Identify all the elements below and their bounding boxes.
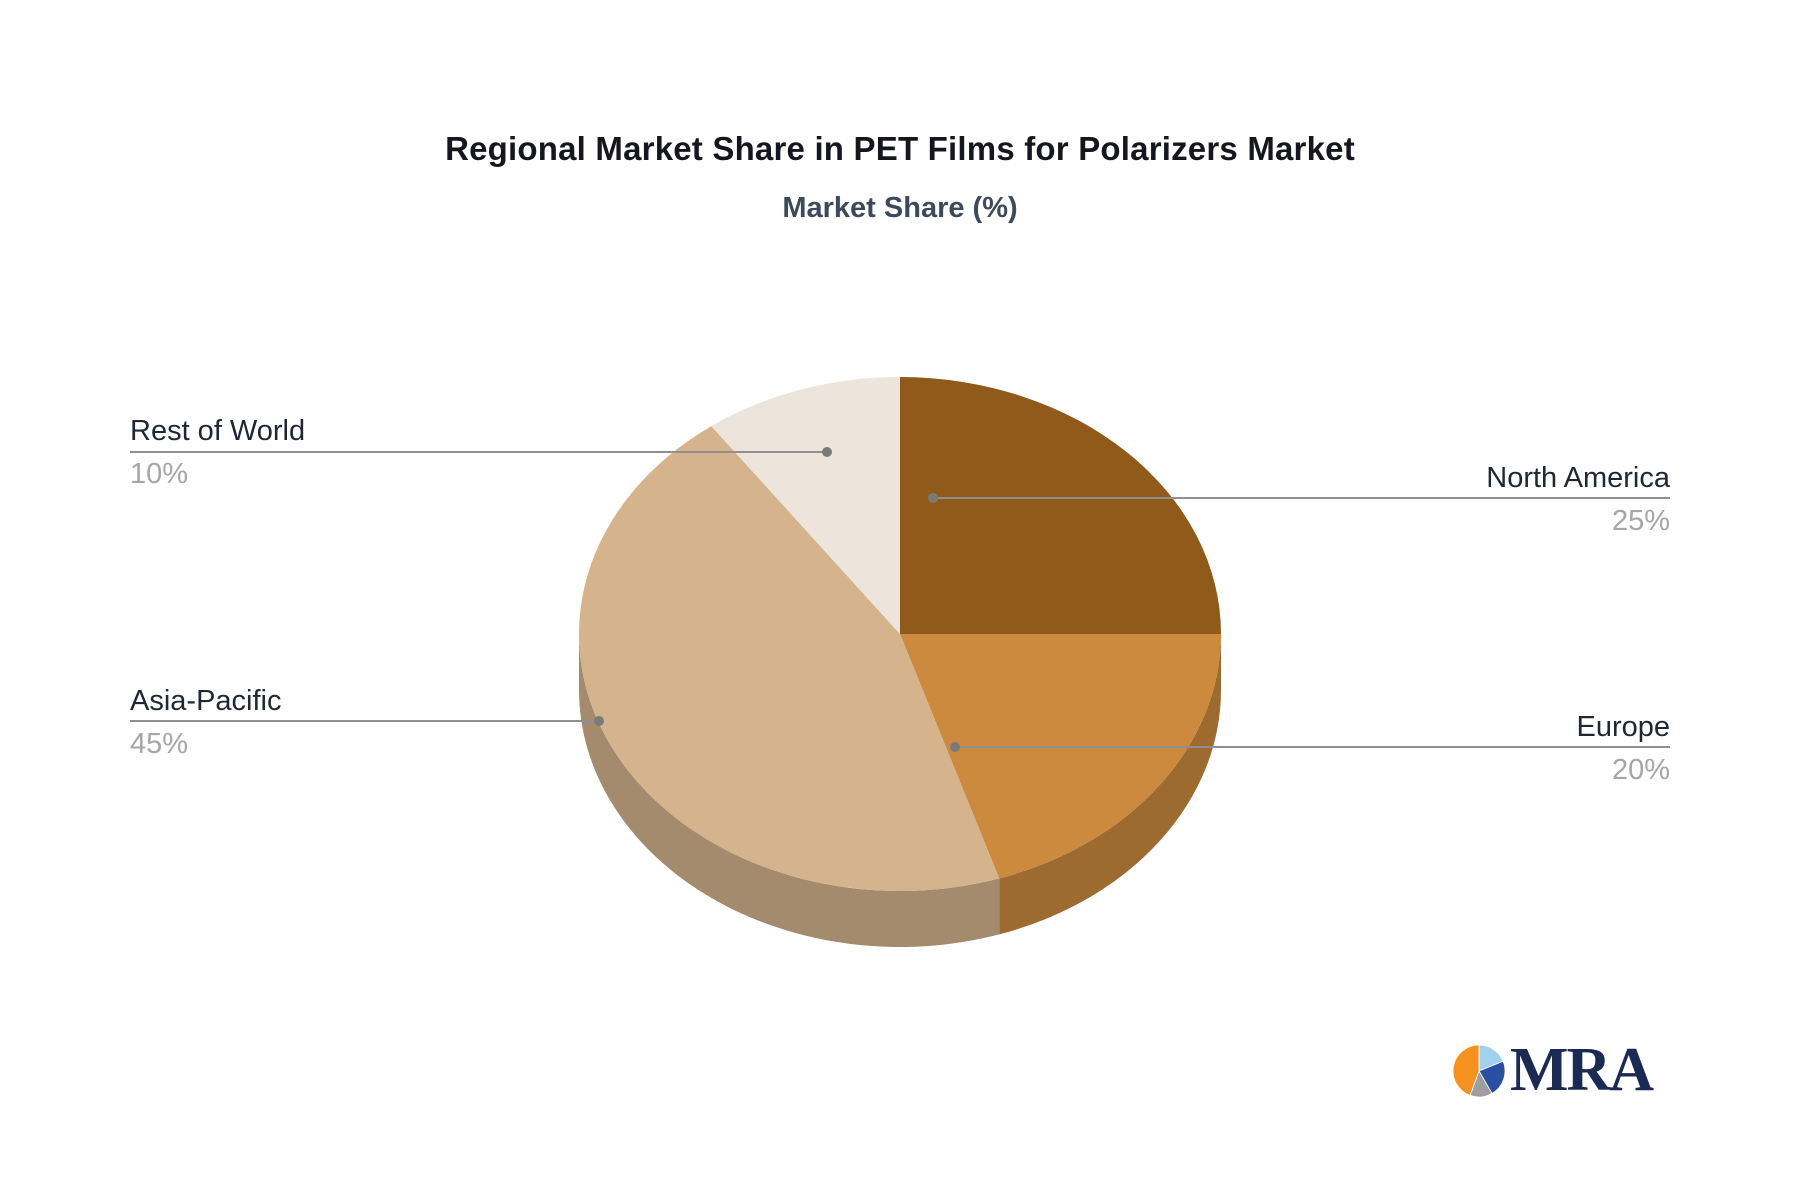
pie-slice-rest-of-world bbox=[711, 377, 900, 634]
pie-side-asia-pacific bbox=[578, 634, 1000, 947]
slice-label-europe: Europe bbox=[1576, 711, 1670, 743]
pie-slice-north-america bbox=[900, 377, 1221, 634]
slice-pct-europe: 20% bbox=[1611, 754, 1670, 786]
chart-title: Regional Market Share in PET Films for P… bbox=[445, 130, 1355, 167]
leader-dot-europe bbox=[950, 742, 960, 752]
logo-pie-segment-dark-blue bbox=[1478, 1060, 1506, 1095]
brand-pie-icon bbox=[1452, 1044, 1506, 1098]
chart-subtitle: Market Share (%) bbox=[782, 192, 1018, 224]
slice-pct-asia-pacific: 45% bbox=[130, 728, 189, 760]
leader-dot-north-america bbox=[928, 493, 938, 503]
slice-label-north-america: North America bbox=[1486, 462, 1670, 494]
leader-dot-asia-pacific bbox=[594, 716, 604, 726]
pie-side-europe bbox=[999, 634, 1221, 935]
pie-slice-asia-pacific bbox=[579, 426, 1000, 891]
brand-logo: MRA bbox=[1452, 1036, 1654, 1104]
slice-label-asia-pacific: Asia-Pacific bbox=[130, 685, 282, 717]
slice-pct-north-america: 25% bbox=[1611, 505, 1670, 537]
slice-label-rest-of-world: Rest of World bbox=[130, 415, 306, 447]
pie-slice-europe bbox=[900, 634, 1221, 879]
slice-pct-rest-of-world: 10% bbox=[130, 458, 189, 490]
brand-logo-text: MRA bbox=[1510, 1036, 1654, 1104]
leader-dot-rest-of-world bbox=[822, 447, 832, 457]
logo-pie-segment-orange bbox=[1452, 1044, 1480, 1096]
